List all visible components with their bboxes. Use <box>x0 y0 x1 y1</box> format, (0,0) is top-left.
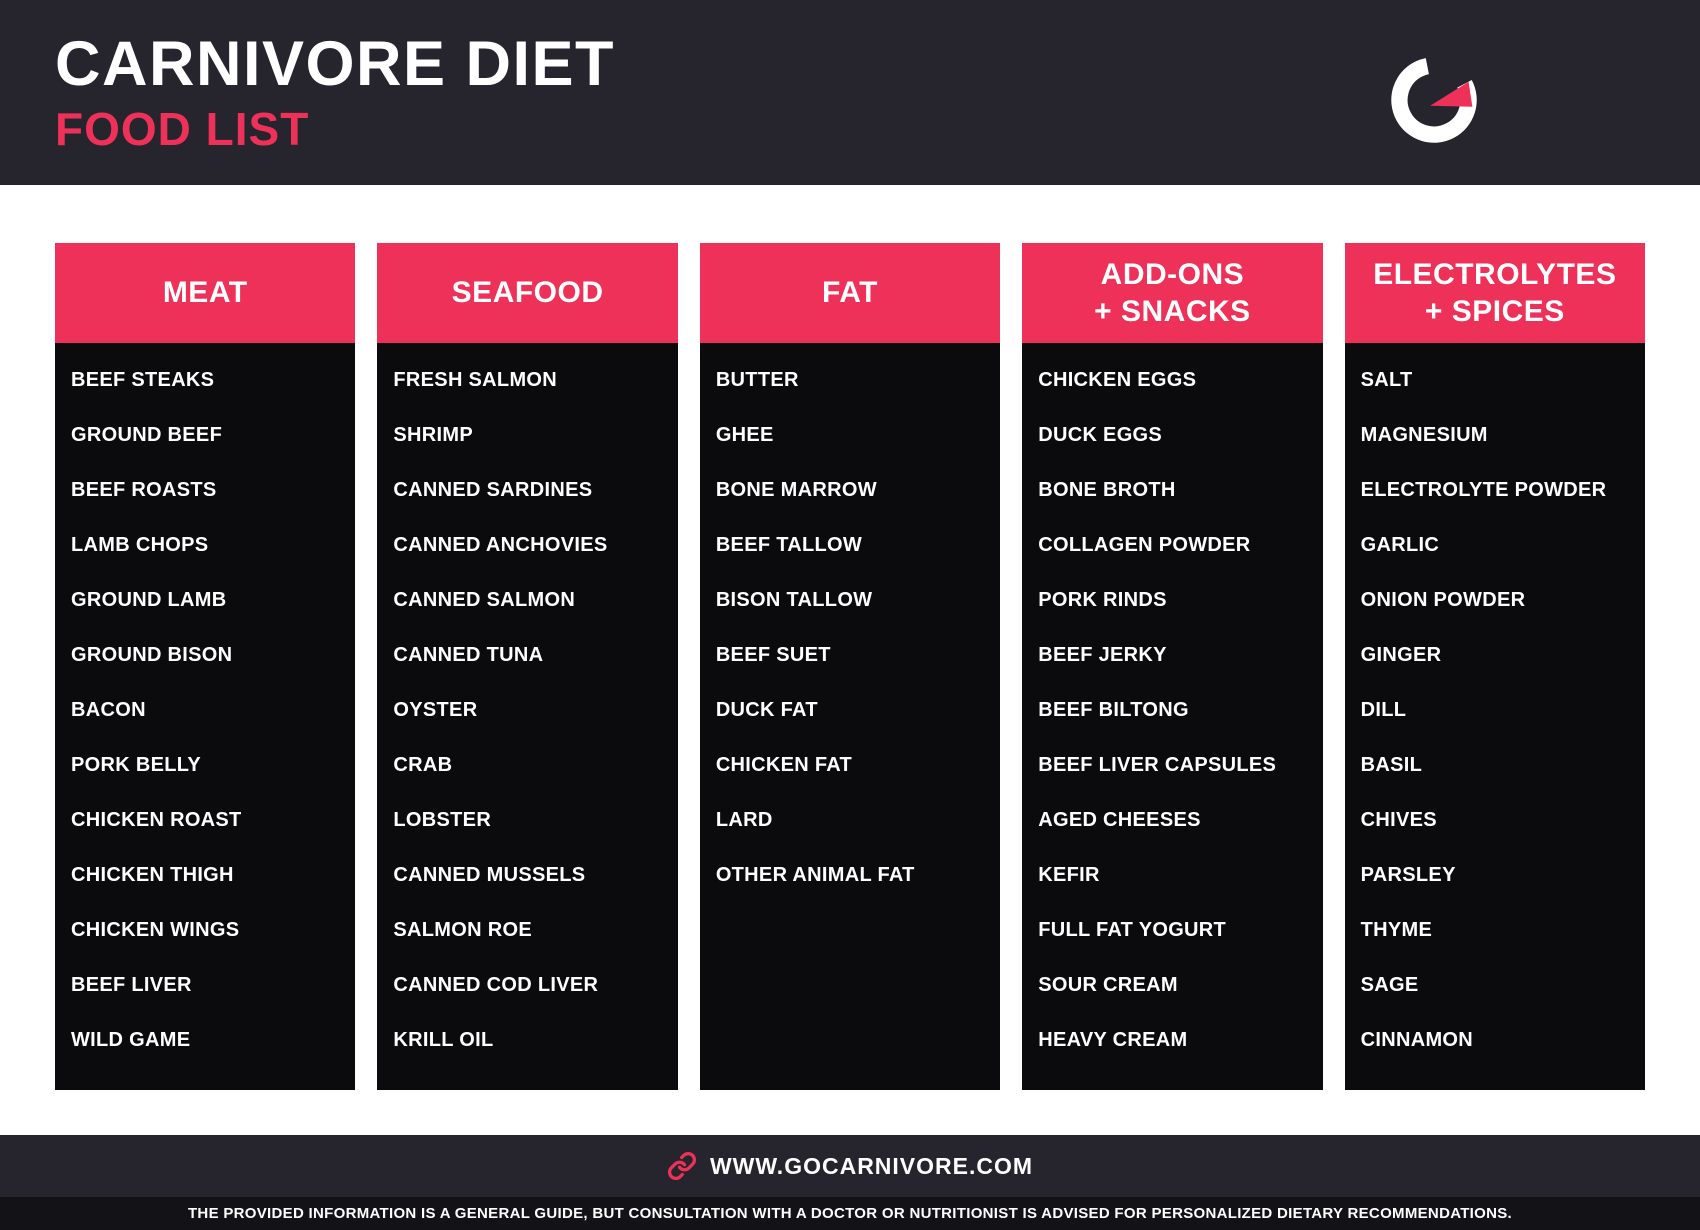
disclaimer-text: THE PROVIDED INFORMATION IS A GENERAL GU… <box>187 1205 1513 1222</box>
footer-site-bar: WWW.GOCARNIVORE.COM <box>0 1135 1700 1197</box>
header-banner: CARNIVORE DIET FOOD LIST <box>0 0 1700 185</box>
food-item: THYME <box>1360 919 1433 941</box>
footer: WWW.GOCARNIVORE.COM THE PROVIDED INFORMA… <box>0 1135 1700 1230</box>
food-item: ONION POWDER <box>1360 589 1526 611</box>
food-item: BEEF LIVER CAPSULES <box>1038 754 1277 776</box>
column-title: MEAT <box>55 243 356 343</box>
food-item: BEEF BILTONG <box>1038 699 1189 721</box>
food-item: GHEE <box>715 424 774 446</box>
food-item: BACON <box>71 699 146 721</box>
food-item: CHICKEN EGGS <box>1038 369 1197 391</box>
food-item: SALT <box>1360 369 1413 391</box>
food-item: CHICKEN WINGS <box>71 919 240 941</box>
food-item: CANNED MUSSELS <box>393 864 586 886</box>
link-icon <box>667 1151 697 1181</box>
food-item: HEAVY CREAM <box>1038 1029 1188 1051</box>
food-item: BEEF JERKY <box>1038 644 1167 666</box>
food-item: BUTTER <box>715 369 799 391</box>
food-item: GROUND LAMB <box>71 589 227 611</box>
food-item: BEEF LIVER <box>71 974 192 996</box>
column-title: FAT <box>699 243 1001 343</box>
food-item: CINNAMON <box>1360 1029 1474 1051</box>
column-add-ons-snacks: ADD-ONS + SNACKS CHICKEN EGGS DUCK EGGS BON… <box>1022 243 1323 1090</box>
website-url: WWW.GOCARNIVORE.COM <box>709 1152 1034 1179</box>
food-item: GROUND BEEF <box>71 424 223 446</box>
food-item: CHICKEN FAT <box>715 754 853 776</box>
food-item: DILL <box>1360 699 1407 721</box>
food-item: OYSTER <box>393 699 478 721</box>
food-item: BISON TALLOW <box>715 589 873 611</box>
column-items: BUTTER GHEE BONE MARROW BEEF TALLOW BISON TA… <box>699 343 1001 1090</box>
column-fat: FAT BUTTER GHEE BONE MARROW BEEF TALLOW BISON… <box>699 243 1001 1090</box>
column-items: CHICKEN EGGS DUCK EGGS BONE BROTH COLLAGEN … <box>1022 343 1323 1090</box>
column-title: SEAFOOD <box>377 243 678 343</box>
food-item: SALMON ROE <box>393 919 532 941</box>
food-item: CANNED TUNA <box>393 644 544 666</box>
food-item: FRESH SALMON <box>393 369 558 391</box>
food-item: CHICKEN THIGH <box>71 864 234 886</box>
column-title: ELECTROLYTES + SPICES <box>1344 243 1646 343</box>
page-title: CARNIVORE DIET <box>55 29 616 99</box>
column-items: BEEF STEAKS GROUND BEEF BEEF ROASTS LAMB CH… <box>55 343 356 1090</box>
food-item: BEEF STEAKS <box>71 369 215 391</box>
page-subtitle: FOOD LIST <box>55 103 310 155</box>
food-item: CANNED COD LIVER <box>393 974 599 996</box>
food-item: LARD <box>715 809 773 831</box>
food-item: CRAB <box>393 754 453 776</box>
food-item: CHICKEN ROAST <box>71 809 242 831</box>
food-columns: MEAT BEEF STEAKS GROUND BEEF BEEF ROASTS LAM… <box>0 185 1700 1090</box>
food-item: GINGER <box>1360 644 1442 666</box>
food-item: ELECTROLYTE POWDER <box>1360 479 1607 501</box>
column-seafood: SEAFOOD FRESH SALMON SHRIMP CANNED SARDINES… <box>377 243 678 1090</box>
food-item: AGED CHEESES <box>1038 809 1201 831</box>
food-item: CANNED SALMON <box>393 589 576 611</box>
food-item: CANNED SARDINES <box>393 479 593 501</box>
food-item: CHIVES <box>1360 809 1437 831</box>
food-item: SOUR CREAM <box>1038 974 1178 996</box>
food-item: BEEF SUET <box>715 644 831 666</box>
food-item: MAGNESIUM <box>1360 424 1488 446</box>
header-titles: CARNIVORE DIET FOOD LIST <box>55 29 1700 155</box>
column-items: FRESH SALMON SHRIMP CANNED SARDINES CANNED … <box>377 343 678 1090</box>
food-item: PARSLEY <box>1360 864 1456 886</box>
column-items: SALT MAGNESIUM ELECTROLYTE POWDER GARLIC ONI… <box>1344 343 1646 1090</box>
food-item: BASIL <box>1360 754 1423 776</box>
food-item: GROUND BISON <box>71 644 233 666</box>
food-item: PORK RINDS <box>1038 589 1167 611</box>
food-item: GARLIC <box>1360 534 1440 556</box>
food-item: SAGE <box>1360 974 1419 996</box>
footer-disclaimer: THE PROVIDED INFORMATION IS A GENERAL GU… <box>0 1197 1700 1230</box>
food-item: BEEF TALLOW <box>715 534 863 556</box>
food-item: CANNED ANCHOVIES <box>393 534 608 556</box>
food-item: DUCK EGGS <box>1038 424 1163 446</box>
food-item: LOBSTER <box>393 809 492 831</box>
food-item: OTHER ANIMAL FAT <box>715 864 915 886</box>
column-meat: MEAT BEEF STEAKS GROUND BEEF BEEF ROASTS LAM… <box>55 243 356 1090</box>
column-title: ADD-ONS + SNACKS <box>1022 243 1323 343</box>
food-item: PORK BELLY <box>71 754 202 776</box>
food-item: BONE BROTH <box>1038 479 1176 501</box>
column-electrolytes-spices: ELECTROLYTES + SPICES SALT MAGNESIUM ELECTR… <box>1344 243 1646 1090</box>
food-item: WILD GAME <box>71 1029 191 1051</box>
food-item: DUCK FAT <box>715 699 818 721</box>
food-item: COLLAGEN POWDER <box>1038 534 1251 556</box>
food-item: LAMB CHOPS <box>71 534 209 556</box>
food-item: BEEF ROASTS <box>71 479 217 501</box>
food-item: BONE MARROW <box>715 479 877 501</box>
food-item: KRILL OIL <box>393 1029 494 1051</box>
food-item: FULL FAT YOGURT <box>1038 919 1227 941</box>
food-item: SHRIMP <box>393 424 473 446</box>
gocarnivore-logo-icon <box>1386 52 1482 148</box>
food-item: KEFIR <box>1038 864 1100 886</box>
